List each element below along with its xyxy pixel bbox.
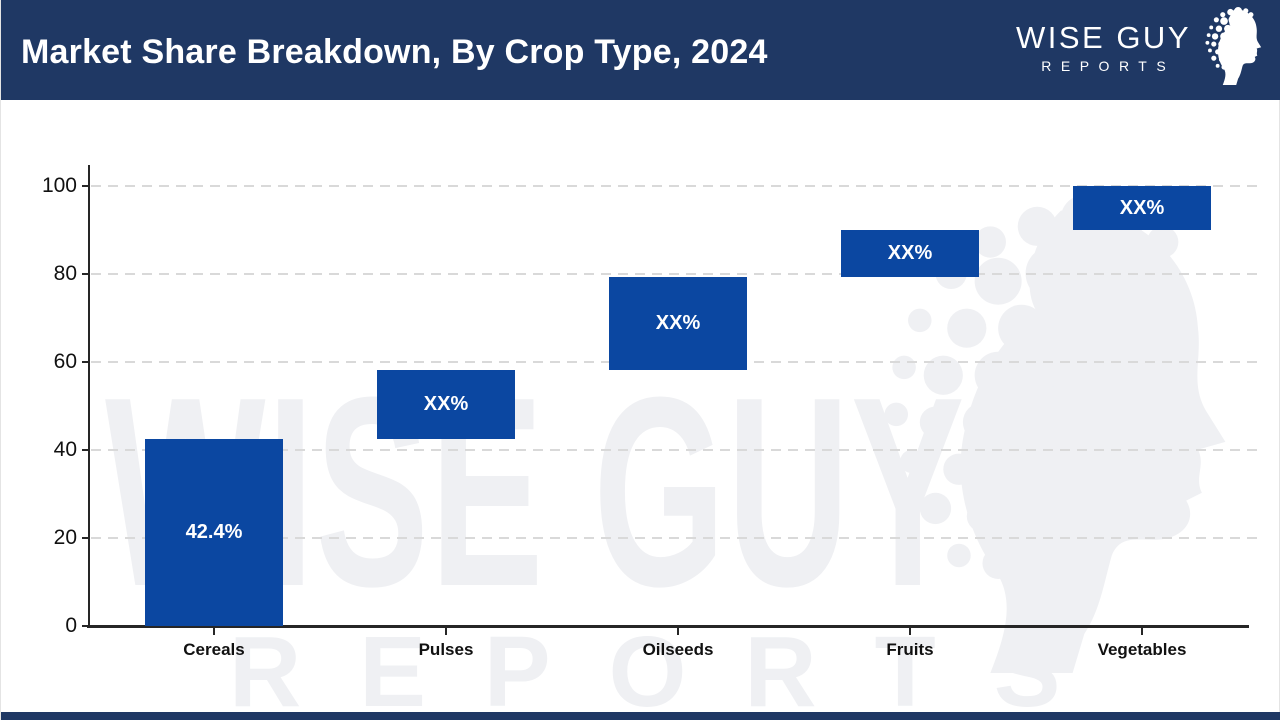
bar-value-label-vegetables: XX%	[1119, 196, 1165, 219]
y-axis-label-60: 60	[53, 350, 77, 373]
y-axis-label-40: 40	[53, 438, 77, 461]
bar-value-label-cereals: 42.4%	[185, 521, 243, 544]
y-axis-tick-60	[82, 361, 89, 363]
brand-subname: REPORTS	[1041, 57, 1176, 74]
y-axis-tick-80	[82, 273, 89, 275]
brand-name: WISE GUY	[1015, 20, 1191, 55]
bar-oilseeds: XX%	[609, 277, 747, 370]
x-axis-label-oilseeds: Oilseeds	[642, 640, 714, 659]
bar-vegetables: XX%	[1073, 186, 1211, 230]
gridline-100	[91, 185, 1257, 187]
y-axis-label-100: 100	[41, 174, 77, 197]
x-axis-label-vegetables: Vegetables	[1097, 640, 1187, 659]
bar-value-label-fruits: XX%	[887, 242, 933, 265]
waterfall-chart: 0 20 40 60 80 100 42.4% Cereals XX% Pulses XX% Oils…	[1, 100, 1280, 712]
x-axis-tick-fruits	[909, 628, 911, 635]
y-axis-tick-100	[82, 185, 89, 187]
x-axis-label-pulses: Pulses	[418, 640, 474, 659]
brand-logo: WISE GUY REPORTS	[999, 0, 1269, 100]
gridline-80	[91, 273, 1257, 275]
x-axis-tick-oilseeds	[677, 628, 679, 635]
x-axis-label-cereals: Cereals	[183, 640, 245, 659]
x-axis-tick-pulses	[445, 628, 447, 635]
bar-fruits: XX%	[841, 230, 979, 278]
x-axis-label-fruits: Fruits	[886, 640, 934, 659]
y-axis-label-0: 0	[65, 614, 77, 637]
gridline-40	[91, 449, 1257, 451]
wise-guy-head-icon	[1205, 6, 1262, 86]
header-bar: Market Share Breakdown, By Crop Type, 20…	[1, 0, 1280, 100]
y-axis-label-20: 20	[53, 526, 77, 549]
x-axis-line	[87, 625, 1249, 628]
bar-value-label-oilseeds: XX%	[655, 311, 701, 334]
y-axis-tick-20	[82, 537, 89, 539]
x-axis-tick-vegetables	[1141, 628, 1143, 635]
y-axis-label-80: 80	[53, 262, 77, 285]
page-title: Market Share Breakdown, By Crop Type, 20…	[21, 33, 768, 71]
y-axis-tick-40	[82, 449, 89, 451]
bar-pulses: XX%	[377, 369, 515, 440]
gridline-20	[91, 537, 1257, 539]
bar-value-label-pulses: XX%	[423, 393, 469, 416]
brand-wordmark: WISE GUY REPORTS	[1015, 20, 1191, 74]
footer-bar	[1, 712, 1280, 720]
bar-cereals: 42.4%	[145, 439, 283, 626]
y-axis-line	[88, 165, 90, 628]
y-axis-tick-0	[82, 625, 89, 627]
x-axis-tick-cereals	[213, 628, 215, 635]
